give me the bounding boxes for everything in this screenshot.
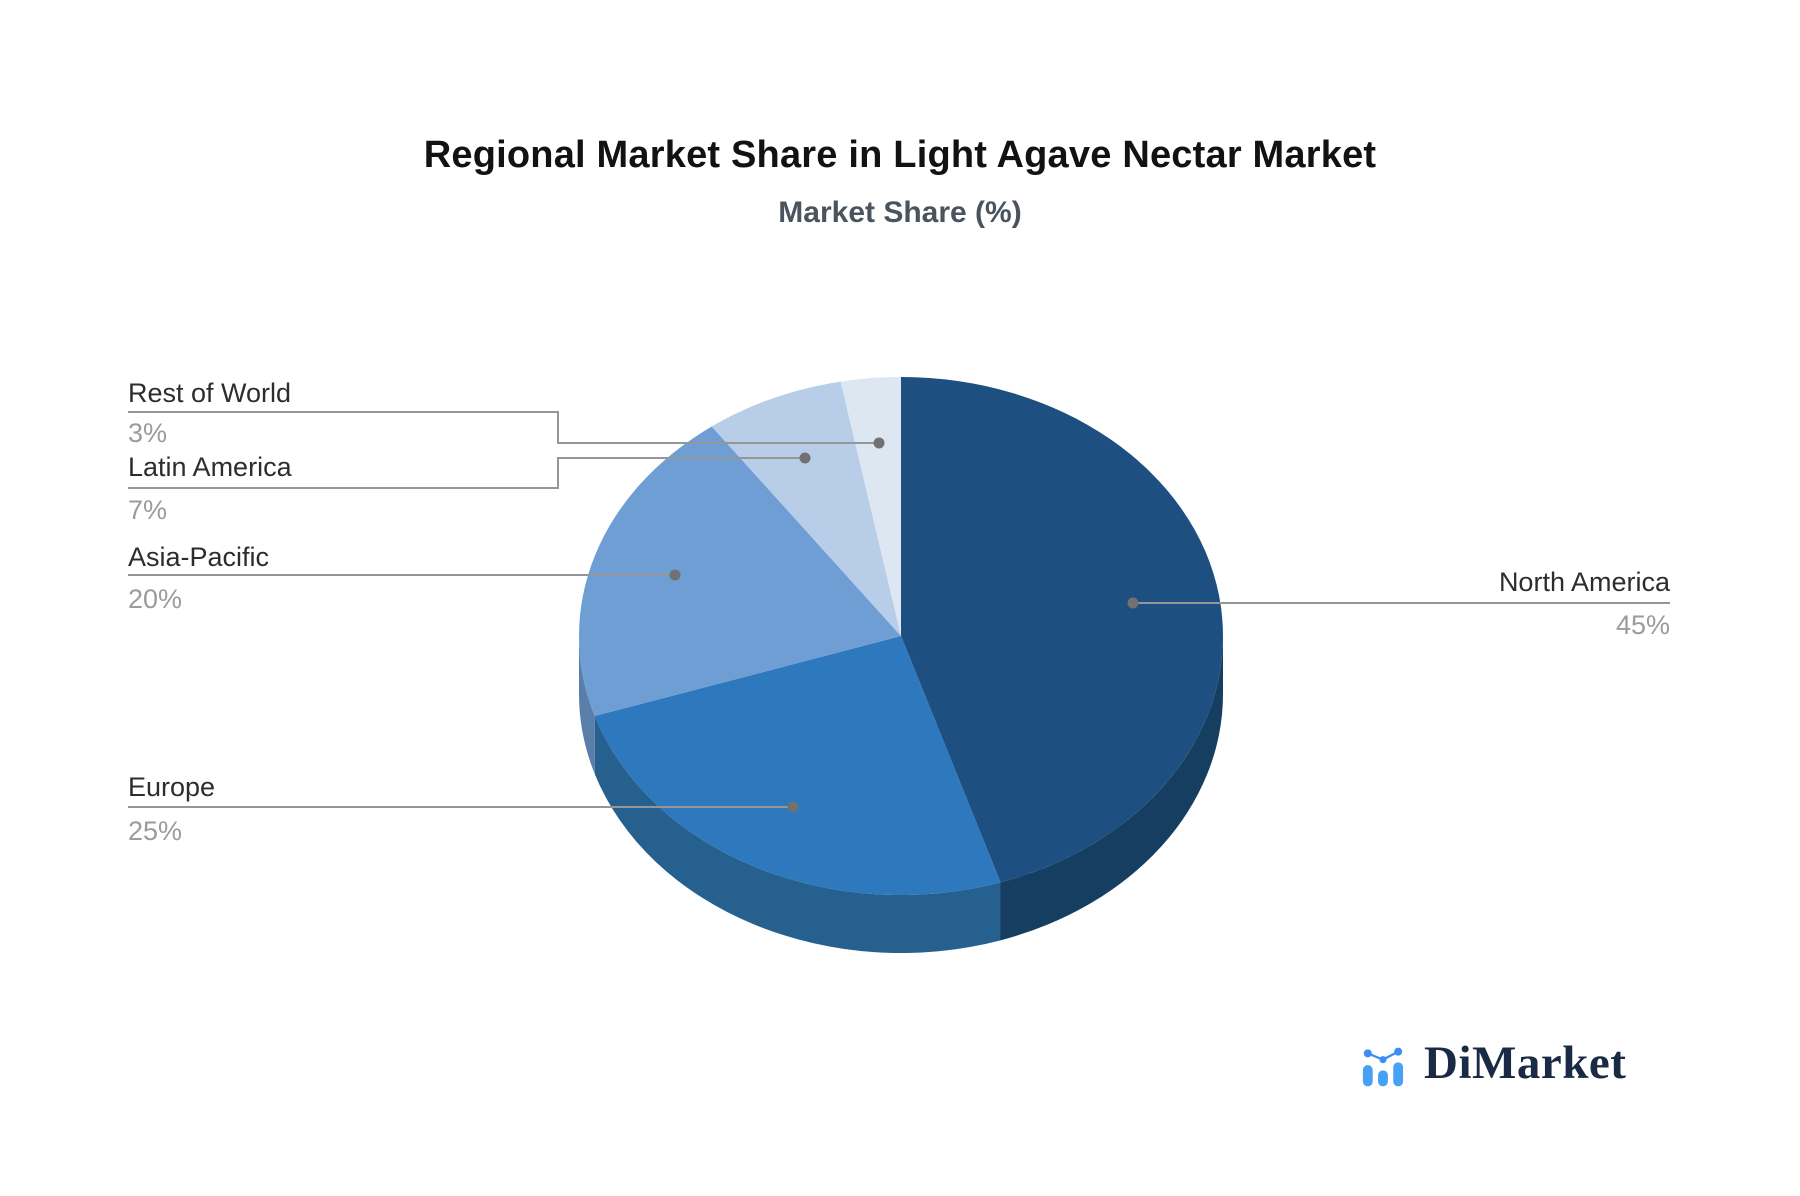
pie-slice-asia-pacific [579,426,901,717]
callout-value-rest-of-world: 3% [128,418,167,448]
pie-slice-latin-america [711,381,901,636]
callout-label-rest-of-world: Rest of World [128,378,291,408]
pie-slice-rest-of-world [840,377,901,636]
callout-value-north-america: 45% [1616,610,1670,640]
pie-slice-europe [594,636,1001,895]
callout-label-latin-america: Latin America [128,452,293,482]
pie-slice-side-north-america [1000,636,1223,941]
brand-logo: DiMarket [1362,1040,1626,1087]
callout-dot-asia-pacific [669,569,681,581]
bar-line-chart-icon [1362,1047,1404,1087]
callout-value-latin-america: 7% [128,495,167,525]
callout-line-latin-america [128,457,805,489]
callout-dot-europe [787,801,799,813]
callout-line-rest-of-world [128,411,879,444]
callout-value-europe: 25% [128,816,182,846]
pie-slice-side-asia-pacific [579,636,595,775]
callout-dot-latin-america [799,452,811,464]
callout-dot-north-america [1127,597,1139,609]
brand-name: DiMarket [1424,1037,1627,1089]
chart-subtitle: Market Share (%) [778,196,1022,229]
callout-label-europe: Europe [128,772,215,802]
pie-slice-north-america [901,377,1223,883]
callout-label-asia-pacific: Asia-Pacific [128,542,269,572]
chart-title: Regional Market Share in Light Agave Nec… [423,134,1377,176]
callout-value-asia-pacific: 20% [128,584,182,614]
pie-slice-side-europe [594,716,1001,953]
callout-label-north-america: North America [1499,567,1671,597]
callout-dot-rest-of-world [873,437,885,449]
